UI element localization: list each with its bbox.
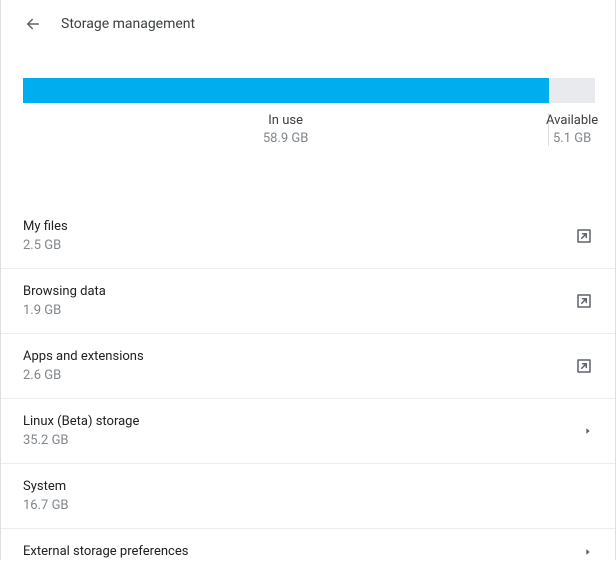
arrow-left-icon bbox=[24, 15, 42, 33]
item-text: Apps and extensions 2.6 GB bbox=[23, 349, 144, 383]
storage-item[interactable]: Apps and extensions 2.6 GB bbox=[1, 334, 615, 399]
page-title: Storage management bbox=[61, 16, 195, 32]
item-title: System bbox=[23, 479, 69, 494]
chevron-right-icon bbox=[583, 426, 593, 436]
storage-available-col: Available 5.1 GB bbox=[549, 113, 595, 146]
available-label: Available bbox=[546, 113, 598, 128]
item-text: System 16.7 GB bbox=[23, 479, 69, 513]
item-text: Browsing data 1.9 GB bbox=[23, 284, 106, 318]
item-text: My files 2.5 GB bbox=[23, 219, 68, 253]
storage-item[interactable]: My files 2.5 GB bbox=[1, 204, 615, 269]
storage-bar bbox=[23, 78, 595, 103]
available-value: 5.1 GB bbox=[553, 131, 591, 146]
storage-bar-labels: In use 58.9 GB Available 5.1 GB bbox=[23, 113, 595, 146]
external-link-icon bbox=[575, 227, 593, 245]
item-sub: 2.5 GB bbox=[23, 238, 68, 253]
back-button[interactable] bbox=[23, 14, 43, 34]
item-text: Linux (Beta) storage 35.2 GB bbox=[23, 414, 139, 448]
storage-item[interactable]: Browsing data 1.9 GB bbox=[1, 269, 615, 334]
item-sub: 1.9 GB bbox=[23, 303, 106, 318]
item-text: External storage preferences bbox=[23, 544, 188, 559]
chevron-right-icon bbox=[583, 547, 593, 557]
item-title: My files bbox=[23, 219, 68, 234]
item-title: External storage preferences bbox=[23, 544, 188, 559]
external-link-icon bbox=[575, 357, 593, 375]
in-use-value: 58.9 GB bbox=[263, 131, 309, 146]
storage-bar-used bbox=[23, 78, 549, 103]
storage-item[interactable]: External storage preferences bbox=[1, 529, 615, 574]
storage-item[interactable]: Linux (Beta) storage 35.2 GB bbox=[1, 399, 615, 464]
storage-items-list: My files 2.5 GB Browsing data 1.9 GB Apps an… bbox=[1, 204, 615, 574]
item-sub: 35.2 GB bbox=[23, 433, 139, 448]
in-use-label: In use bbox=[268, 113, 303, 128]
storage-in-use-col: In use 58.9 GB bbox=[23, 113, 549, 146]
item-title: Linux (Beta) storage bbox=[23, 414, 139, 429]
item-sub: 16.7 GB bbox=[23, 498, 69, 513]
item-sub: 2.6 GB bbox=[23, 368, 144, 383]
item-title: Browsing data bbox=[23, 284, 106, 299]
storage-bar-section: In use 58.9 GB Available 5.1 GB bbox=[1, 48, 615, 146]
item-title: Apps and extensions bbox=[23, 349, 144, 364]
header: Storage management bbox=[1, 0, 615, 48]
storage-item[interactable]: System 16.7 GB bbox=[1, 464, 615, 529]
external-link-icon bbox=[575, 292, 593, 310]
